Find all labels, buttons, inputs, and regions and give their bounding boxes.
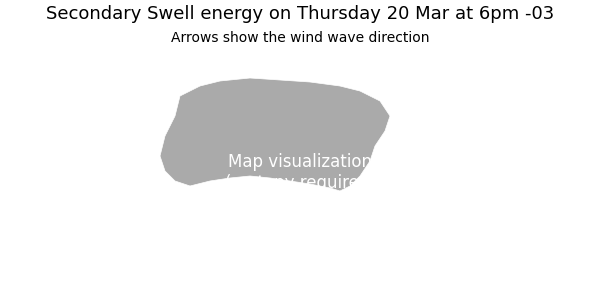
- Text: Secondary Swell energy on Thursday 20 Mar at 6pm -03: Secondary Swell energy on Thursday 20 Ma…: [46, 5, 555, 23]
- Polygon shape: [160, 78, 390, 191]
- Text: Arrows show the wind wave direction: Arrows show the wind wave direction: [171, 31, 430, 45]
- Text: Map visualization
(cartopy required): Map visualization (cartopy required): [225, 153, 376, 192]
